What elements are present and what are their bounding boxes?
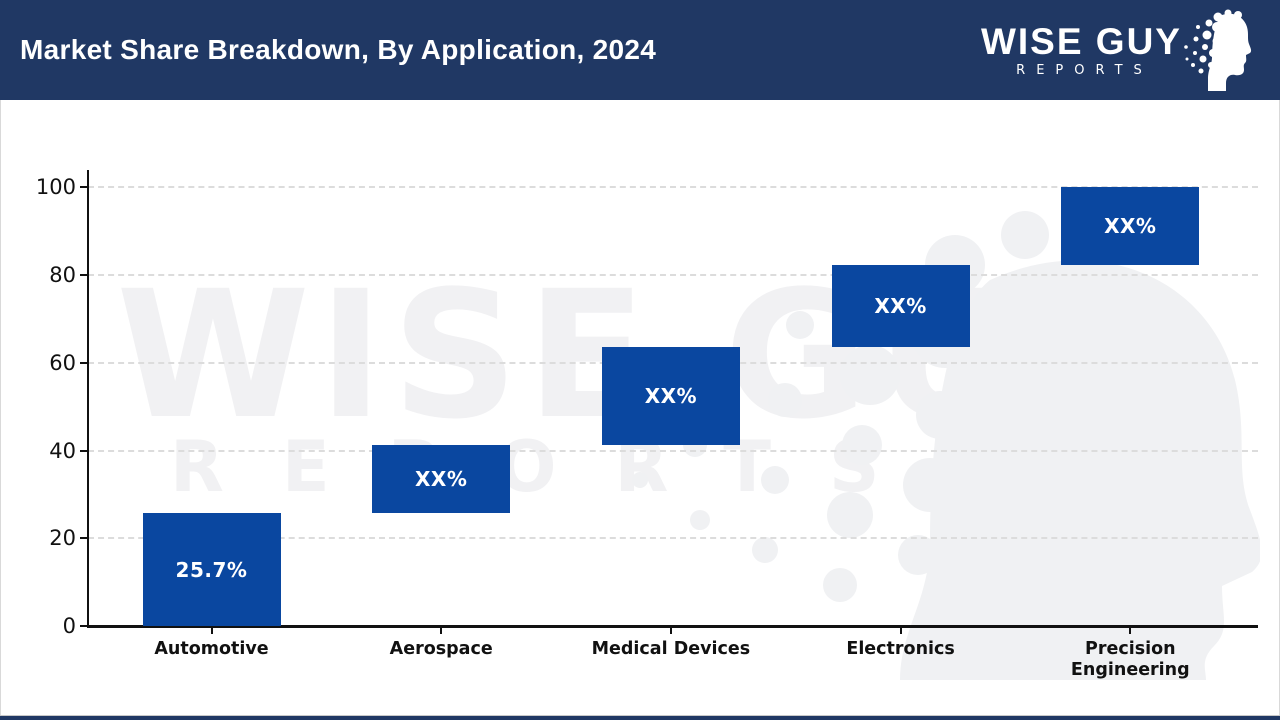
logo-subtitle: REPORTS xyxy=(1016,63,1153,78)
x-tick-mark-3 xyxy=(899,627,902,635)
watermark-subtitle: REPORTS xyxy=(170,426,938,508)
y-tick-mark-100 xyxy=(80,186,88,189)
logo-text: WISE GUY REPORTS xyxy=(981,23,1182,77)
x-tick-mark-0 xyxy=(210,627,213,635)
x-tick-mark-1 xyxy=(440,627,443,635)
bar-medical-devices: XX% xyxy=(601,346,740,445)
bar-value-label: 25.7% xyxy=(175,557,248,582)
gridline-20 xyxy=(88,537,1258,540)
y-tick-label-60: 60 xyxy=(49,350,76,375)
x-tick-label-2: Medical Devices xyxy=(591,639,751,660)
bar-value-label: XX% xyxy=(874,293,927,318)
bar-aerospace: XX% xyxy=(372,444,511,514)
gridline-80 xyxy=(88,274,1258,277)
y-tick-mark-0 xyxy=(80,625,88,628)
bar-automotive: 25.7% xyxy=(142,513,281,627)
x-tick-label-1: Aerospace xyxy=(389,639,493,660)
chart-title: Market Share Breakdown, By Application, … xyxy=(20,34,657,65)
y-tick-label-20: 20 xyxy=(49,526,76,551)
y-tick-mark-60 xyxy=(80,361,88,364)
logo-wordmark: WISE GUY xyxy=(980,21,1182,62)
x-axis-line xyxy=(86,625,1258,628)
x-tick-label-3: Electronics xyxy=(846,639,955,660)
gridline-40 xyxy=(88,449,1258,452)
x-tick-mark-4 xyxy=(1129,627,1132,635)
x-tick-mark-2 xyxy=(669,627,672,635)
y-tick-mark-40 xyxy=(80,449,88,452)
x-tick-label-4: Precision Engineering xyxy=(1070,639,1190,681)
bar-precision-engineering: XX% xyxy=(1061,187,1200,265)
bar-value-label: XX% xyxy=(644,383,698,408)
y-axis-line xyxy=(86,170,89,628)
y-tick-mark-80 xyxy=(80,274,88,277)
footer-bar xyxy=(0,716,1280,720)
wise-guy-reports-logo: WISE GUY REPORTS xyxy=(981,9,1252,91)
y-tick-label-40: 40 xyxy=(49,438,76,463)
x-tick-label-0: Automotive xyxy=(154,639,269,660)
y-tick-label-100: 100 xyxy=(35,175,76,200)
header-bar: Market Share Breakdown, By Application, … xyxy=(0,0,1280,100)
bar-electronics: XX% xyxy=(831,264,970,347)
y-tick-label-0: 0 xyxy=(62,614,76,639)
gridline-100 xyxy=(88,186,1258,189)
y-tick-mark-20 xyxy=(80,537,88,540)
logo-head-icon xyxy=(1184,9,1252,91)
y-tick-label-80: 80 xyxy=(49,263,76,288)
footer-divider xyxy=(0,715,1280,716)
bar-value-label: XX% xyxy=(1104,214,1157,239)
bar-value-label: XX% xyxy=(414,466,468,491)
